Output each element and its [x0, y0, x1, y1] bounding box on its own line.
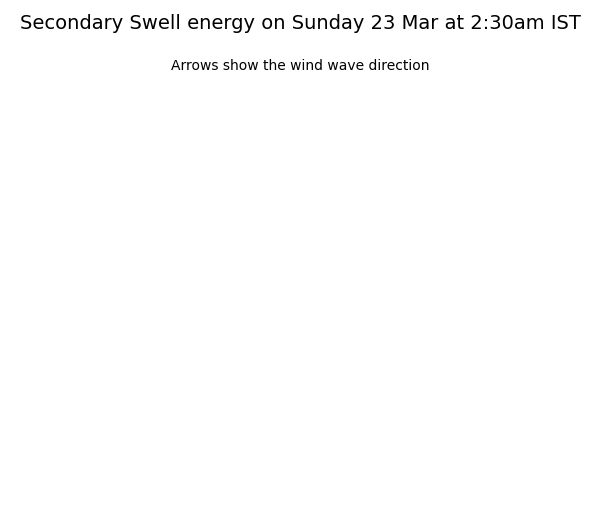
Text: Secondary Swell energy on Sunday 23 Mar at 2:30am IST: Secondary Swell energy on Sunday 23 Mar … — [20, 13, 581, 33]
Text: Arrows show the wind wave direction: Arrows show the wind wave direction — [171, 59, 430, 73]
